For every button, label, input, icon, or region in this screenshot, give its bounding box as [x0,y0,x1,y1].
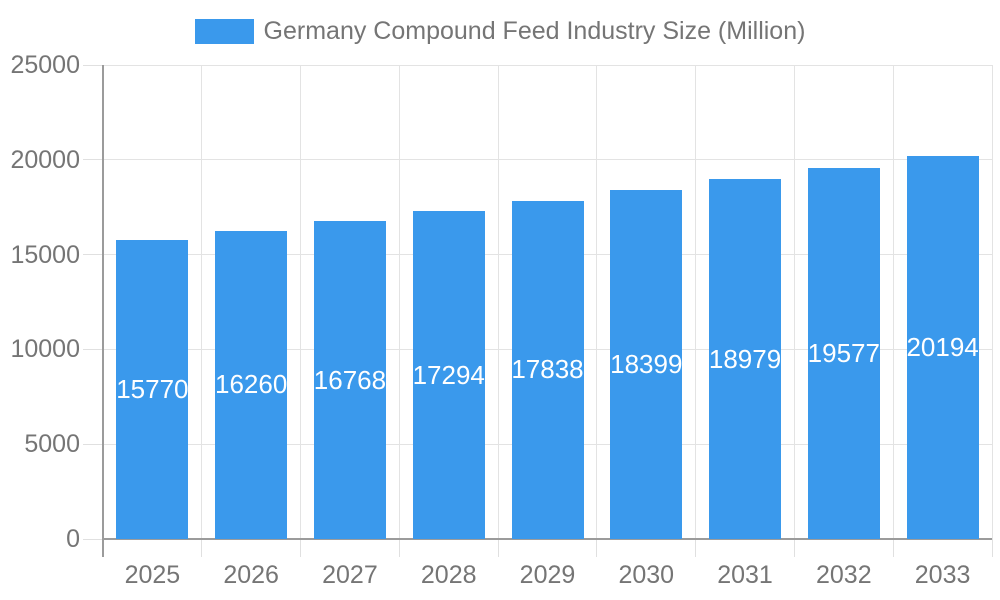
bar-2028[interactable]: 17294 [413,211,485,539]
x-axis-tick [201,539,203,557]
x-gridline [991,65,993,539]
bar-value-label: 18979 [708,343,782,374]
bar-value-label: 17838 [511,354,584,385]
bar-2025[interactable]: 15770 [116,240,189,539]
bar-value-label: 19577 [807,337,880,368]
x-gridline [596,65,598,539]
y-gridline [103,64,992,66]
x-gridline [201,65,203,539]
bar-2026[interactable]: 16260 [215,230,288,539]
y-axis-tick [83,64,103,66]
bar-value-label: 16768 [313,364,387,395]
x-axis-tick [892,539,894,557]
x-axis-label-2027: 2027 [322,561,378,589]
y-gridline [103,159,992,161]
x-axis-tick [695,539,697,557]
x-axis-tick [398,539,400,557]
bar-2033[interactable]: 20194 [906,156,979,539]
x-axis-label-2029: 2029 [519,561,576,589]
legend-label: Germany Compound Feed Industry Size (Mil… [263,17,806,45]
bar-2030[interactable]: 18399 [610,190,682,539]
bar-2031[interactable]: 18979 [709,179,781,539]
x-axis-label-2033: 2033 [914,561,971,589]
bar-2029[interactable]: 17838 [511,200,584,539]
x-gridline [300,65,302,539]
x-gridline [695,65,697,539]
x-axis-tick [300,539,302,557]
y-axis-label: 10000 [10,335,80,364]
bar-value-label: 20194 [906,332,979,363]
x-axis-tick [793,539,795,557]
y-axis-line [102,65,104,557]
bar-value-label: 16260 [215,369,288,400]
bar-2032[interactable]: 19577 [807,167,880,539]
y-axis-label: 15000 [10,240,80,269]
x-axis-line [103,538,992,540]
legend[interactable]: Germany Compound Feed Industry Size (Mil… [0,17,1000,46]
x-axis-tick [991,539,993,557]
y-axis-tick [83,254,103,256]
x-axis-label-2028: 2028 [420,561,477,589]
legend-swatch [194,19,254,44]
y-axis-tick [83,348,103,350]
x-gridline [497,65,499,539]
y-axis-label: 5000 [24,430,80,459]
x-axis-label-2032: 2032 [816,561,872,589]
y-axis-tick [83,443,103,445]
bar-value-label: 17294 [412,359,485,390]
x-axis-label-2025: 2025 [124,561,181,589]
bar-value-label: 15770 [116,373,189,404]
x-gridline [892,65,894,539]
x-axis-tick [497,539,499,557]
x-axis-tick [596,539,598,557]
y-axis-tick [83,538,103,540]
x-axis-label-2026: 2026 [223,561,279,589]
bar-value-label: 18399 [610,349,683,380]
x-gridline [793,65,795,539]
y-axis-label: 25000 [10,51,80,79]
y-axis-label: 20000 [10,145,80,174]
bar-2027[interactable]: 16768 [314,221,386,539]
x-axis-label-2031: 2031 [717,561,773,589]
x-axis-label-2030: 2030 [618,561,675,589]
y-axis-label: 0 [66,525,80,553]
x-gridline [398,65,400,539]
y-axis-tick [83,159,103,161]
